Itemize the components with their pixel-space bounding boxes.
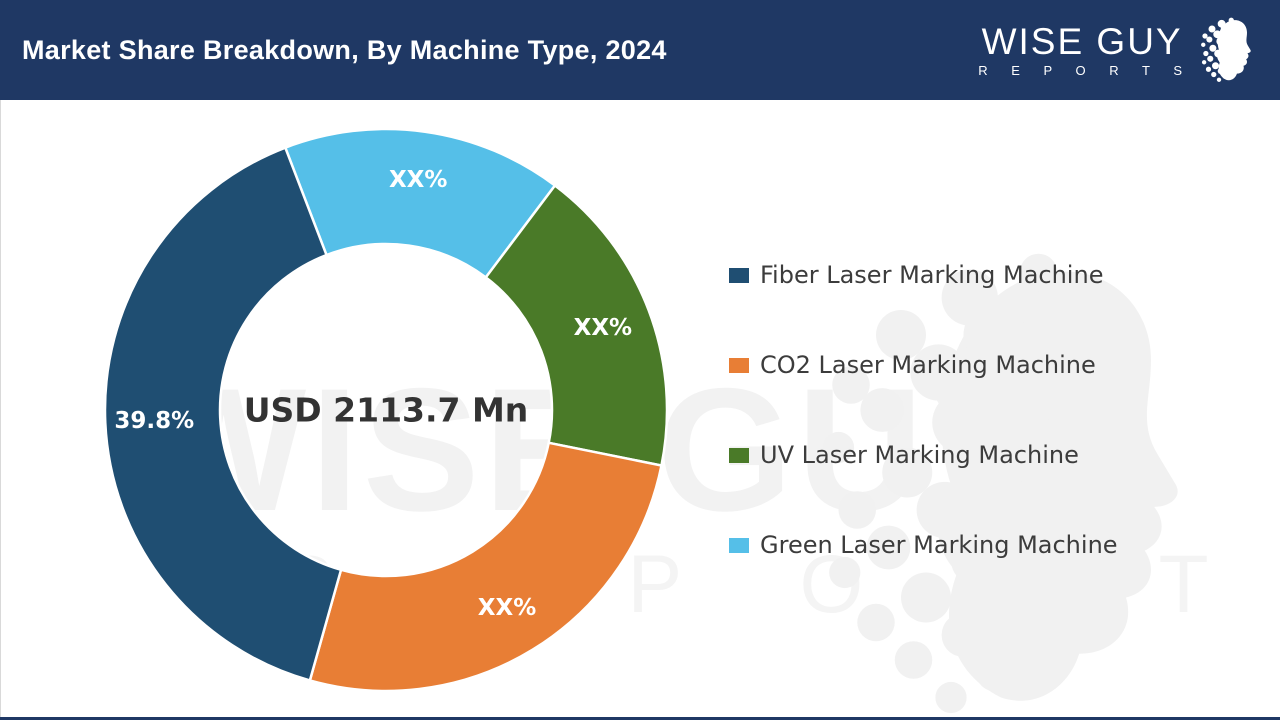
- chart-legend: Fiber Laser Marking Machine CO2 Laser Ma…: [729, 255, 1118, 615]
- donut-segment: [283, 127, 557, 280]
- legend-item-green: Green Laser Marking Machine: [729, 525, 1118, 565]
- logo-subtext: R E P O R T S: [978, 63, 1192, 78]
- header-bar: Market Share Breakdown, By Machine Type,…: [0, 0, 1280, 100]
- logo-face-icon: [1198, 13, 1254, 87]
- legend-swatch-co2: [729, 357, 749, 373]
- legend-label: Green Laser Marking Machine: [760, 531, 1118, 559]
- legend-swatch-uv: [729, 447, 749, 463]
- legend-item-uv: UV Laser Marking Machine: [729, 435, 1118, 475]
- legend-swatch-green: [729, 537, 749, 553]
- wise-guy-logo: WISE GUY R E P O R T S: [972, 13, 1254, 87]
- donut-segment: [308, 441, 663, 693]
- chart-center-value: USD 2113.7 Mn: [243, 390, 529, 430]
- legend-item-co2: CO2 Laser Marking Machine: [729, 345, 1118, 385]
- segment-percent-label: XX%: [573, 314, 633, 341]
- segment-percent-label: XX%: [477, 594, 537, 621]
- segment-percent-label: XX%: [388, 167, 448, 194]
- legend-label: CO2 Laser Marking Machine: [760, 351, 1096, 379]
- donut-chart: [103, 127, 669, 693]
- bottom-border: [0, 717, 1280, 720]
- donut-segment: [103, 146, 343, 683]
- legend-swatch-fiber: [729, 267, 749, 283]
- donut-segment: [484, 183, 669, 468]
- legend-item-fiber: Fiber Laser Marking Machine: [729, 255, 1118, 295]
- segment-percent-label: 39.8%: [114, 407, 195, 434]
- logo-wordmark: WISE GUY: [981, 21, 1183, 62]
- page-title: Market Share Breakdown, By Machine Type,…: [22, 34, 667, 65]
- legend-label: UV Laser Marking Machine: [760, 441, 1079, 469]
- chart-area: WISE GUY R E P O R T S XX%XX%XX%39.8% US…: [0, 100, 1280, 717]
- legend-label: Fiber Laser Marking Machine: [760, 261, 1104, 289]
